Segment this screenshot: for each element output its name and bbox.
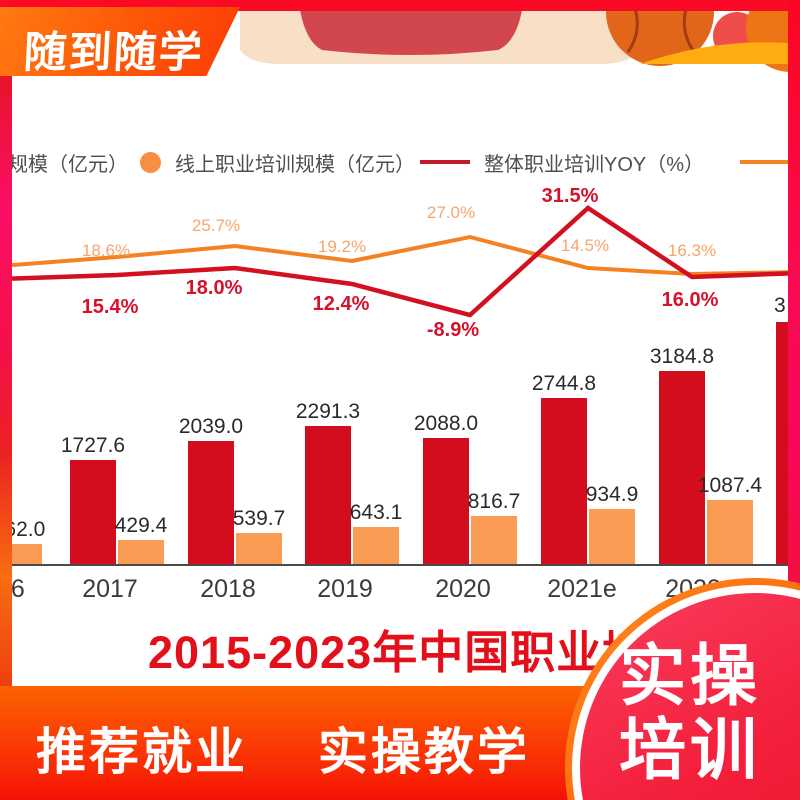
- badge-label-line1: 实操: [619, 639, 761, 714]
- overall-bar: [188, 441, 234, 566]
- online-yoy-label: 27.0%: [426, 203, 476, 222]
- online-yoy-label: 19.2%: [317, 237, 367, 256]
- online-bar-value: 816.7: [467, 490, 521, 513]
- overall-bar-value: 2744.8: [531, 372, 597, 395]
- basketball-seam: [626, 0, 639, 53]
- overall-bar: [305, 426, 351, 566]
- overall-bar: [423, 438, 469, 566]
- x-axis-year-label: 2017: [82, 575, 138, 603]
- practice-training-badge: 实操 培训: [565, 578, 800, 800]
- overall-bar: [541, 398, 587, 566]
- top-red-strip: [0, 0, 800, 11]
- legend-item-online-scale: 线上职业培训规模（亿元）: [140, 148, 415, 176]
- online-bar-value: 1087.4: [697, 474, 763, 497]
- online-yoy-line: [0, 234, 800, 277]
- overall-bar: [70, 460, 116, 566]
- x-axis-year-label: 2021e: [547, 575, 617, 603]
- online-bar-value: 934.9: [585, 483, 639, 506]
- overall-bar-value: 2039.0: [178, 415, 244, 438]
- online-yoy-label: 25.7%: [191, 216, 241, 235]
- ribbon-label: 随到随学: [22, 29, 206, 77]
- x-axis-year-label: 2019: [317, 575, 373, 603]
- top-left-ribbon: 随到随学: [0, 7, 240, 76]
- online-bar-value: 429.4: [114, 514, 168, 537]
- online-bar: [353, 527, 399, 566]
- red-line-icon: [420, 160, 470, 164]
- overall-bar-value: 2088.0: [413, 412, 479, 435]
- legend-label-online-scale: 线上职业培训规模（亿元）: [175, 153, 415, 176]
- overall-yoy-label: 18.0%: [185, 277, 243, 299]
- online-bar: [589, 509, 635, 566]
- legend-item-online-yoy: [740, 148, 800, 176]
- overall-bar-value: 3: [774, 294, 786, 317]
- orange-line-icon: [740, 160, 790, 164]
- online-yoy-label: 16.3%: [667, 241, 717, 260]
- overall-bar-value: 1727.6: [60, 434, 126, 457]
- online-yoy-label: 14.5%: [560, 236, 610, 255]
- figure-shirt-shape: [300, 10, 522, 55]
- left-edge-strip: [0, 76, 12, 686]
- basketball-icon: [606, 0, 714, 66]
- legend-item-overall-yoy: 整体职业培训YOY（%）: [420, 148, 704, 176]
- online-yoy-label: 18.6%: [81, 241, 131, 260]
- legend-label-overall-scale: 规模（亿元）: [8, 153, 128, 176]
- x-axis-year-label: 2020: [435, 575, 491, 603]
- overall-yoy-line: [0, 205, 800, 318]
- overall-yoy-label: -8.9%: [426, 319, 480, 341]
- orange-dot-icon: [140, 151, 161, 173]
- overall-bar-value: 2291.3: [295, 400, 361, 423]
- badge-label-line2: 培训: [619, 713, 761, 788]
- basketball-seam: [682, 0, 696, 53]
- orange-crescent: [640, 42, 800, 64]
- overall-yoy-label: 16.0%: [661, 289, 719, 311]
- overall-bar-value: 3184.8: [649, 345, 715, 368]
- legend-item-overall-scale: 规模（亿元）: [8, 148, 128, 176]
- online-bar: [236, 533, 282, 566]
- overall-yoy-label: 12.4%: [312, 293, 370, 315]
- online-bar-value: 539.7: [232, 507, 286, 530]
- online-bar: [118, 540, 164, 566]
- overall-bar: [659, 371, 705, 566]
- online-bar: [471, 516, 517, 566]
- overall-yoy-label: 31.5%: [541, 185, 599, 207]
- online-bar: [707, 500, 753, 566]
- badge-label: 实操 培训: [600, 640, 780, 788]
- x-axis-year-label: 2018: [200, 575, 256, 603]
- header-illustration: [240, 0, 800, 72]
- legend-label-overall-yoy: 整体职业培训YOY（%）: [484, 153, 705, 176]
- online-bar-value: 643.1: [349, 501, 403, 524]
- x-axis-line: [0, 564, 790, 566]
- bottom-banner-label: 推荐就业 实操教学: [36, 724, 530, 780]
- overall-yoy-label: 15.4%: [81, 296, 139, 318]
